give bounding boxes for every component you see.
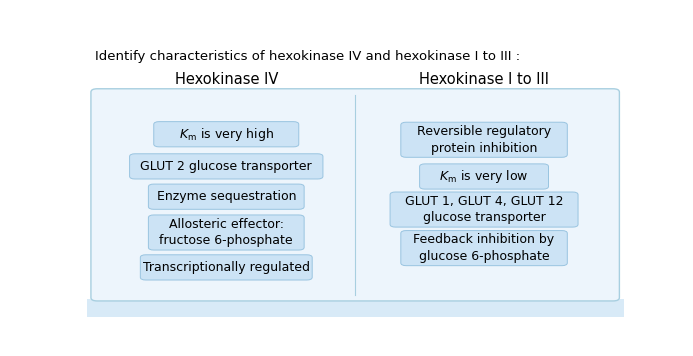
Text: Transcriptionally regulated: Transcriptionally regulated (143, 261, 310, 274)
FancyBboxPatch shape (420, 164, 549, 189)
Text: $\mathit{K}$$_{\mathrm{m}}$ is very low: $\mathit{K}$$_{\mathrm{m}}$ is very low (439, 168, 529, 185)
FancyBboxPatch shape (140, 255, 312, 280)
FancyBboxPatch shape (390, 192, 578, 227)
Text: GLUT 1, GLUT 4, GLUT 12
glucose transporter: GLUT 1, GLUT 4, GLUT 12 glucose transpor… (405, 195, 563, 224)
FancyBboxPatch shape (148, 184, 304, 209)
FancyBboxPatch shape (154, 122, 299, 147)
Text: Hexokinase I to III: Hexokinase I to III (419, 72, 549, 87)
FancyBboxPatch shape (130, 154, 323, 179)
Text: $\mathit{K}$$_{\mathrm{m}}$ is very high: $\mathit{K}$$_{\mathrm{m}}$ is very high (179, 126, 274, 143)
FancyBboxPatch shape (91, 89, 620, 301)
Text: Allosteric effector:
fructose 6-phosphate: Allosteric effector: fructose 6-phosphat… (159, 218, 293, 247)
Text: Identify characteristics of hexokinase IV and hexokinase I to III :: Identify characteristics of hexokinase I… (95, 49, 520, 63)
Text: Hexokinase IV: Hexokinase IV (175, 72, 278, 87)
Text: Reversible regulatory
protein inhibition: Reversible regulatory protein inhibition (417, 125, 551, 155)
FancyBboxPatch shape (401, 231, 568, 266)
Text: Enzyme sequestration: Enzyme sequestration (157, 190, 296, 203)
FancyBboxPatch shape (401, 122, 568, 157)
Text: GLUT 2 glucose transporter: GLUT 2 glucose transporter (141, 160, 312, 173)
Text: Feedback inhibition by
glucose 6-phosphate: Feedback inhibition by glucose 6-phospha… (414, 234, 554, 263)
FancyBboxPatch shape (87, 299, 624, 317)
FancyBboxPatch shape (148, 215, 304, 250)
